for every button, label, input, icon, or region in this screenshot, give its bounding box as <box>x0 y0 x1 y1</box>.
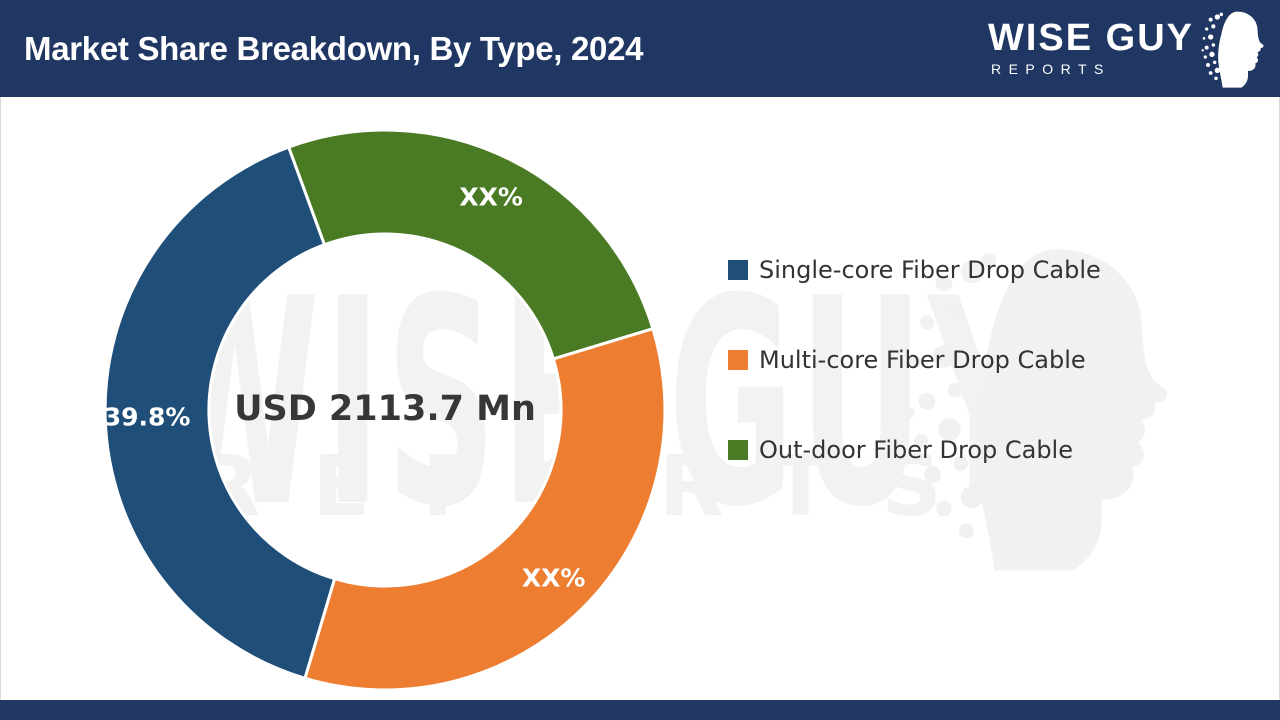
legend-label: Single-core Fiber Drop Cable <box>759 256 1101 284</box>
logo-wordmark-block: WISE GUY REPORTS <box>988 19 1194 76</box>
legend-swatch-multi-core <box>728 350 748 370</box>
legend-item-out-door: Out-door Fiber Drop Cable <box>728 435 1073 465</box>
pie-slice-2 <box>303 327 667 692</box>
footer-bar <box>0 700 1280 720</box>
slice-percentage-label-0: 39.8% <box>103 402 191 432</box>
pie-slice-1 <box>287 128 655 361</box>
slice-percentage-label-2: XX% <box>521 563 586 593</box>
slice-percentage-label-1: XX% <box>459 182 523 212</box>
legend-label: Multi-core Fiber Drop Cable <box>759 346 1086 374</box>
pie-slice-0 <box>103 145 337 680</box>
page-title: Market Share Breakdown, By Type, 2024 <box>24 29 644 67</box>
logo-subtext: REPORTS <box>990 61 1111 77</box>
legend-item-single-core: Single-core Fiber Drop Cable <box>728 255 1101 285</box>
logo-wordmark: WISE GUY <box>987 17 1194 59</box>
legend-swatch-out-door <box>728 440 748 460</box>
legend-swatch-single-core <box>728 260 748 280</box>
legend-item-multi-core: Multi-core Fiber Drop Cable <box>728 345 1086 375</box>
face-logo-icon <box>1196 9 1268 89</box>
header-bar: Market Share Breakdown, By Type, 2024 WI… <box>0 0 1280 97</box>
legend-label: Out-door Fiber Drop Cable <box>759 436 1073 464</box>
chart-center-value: USD 2113.7 Mn <box>234 389 536 429</box>
brand-logo: WISE GUY REPORTS <box>988 9 1268 89</box>
